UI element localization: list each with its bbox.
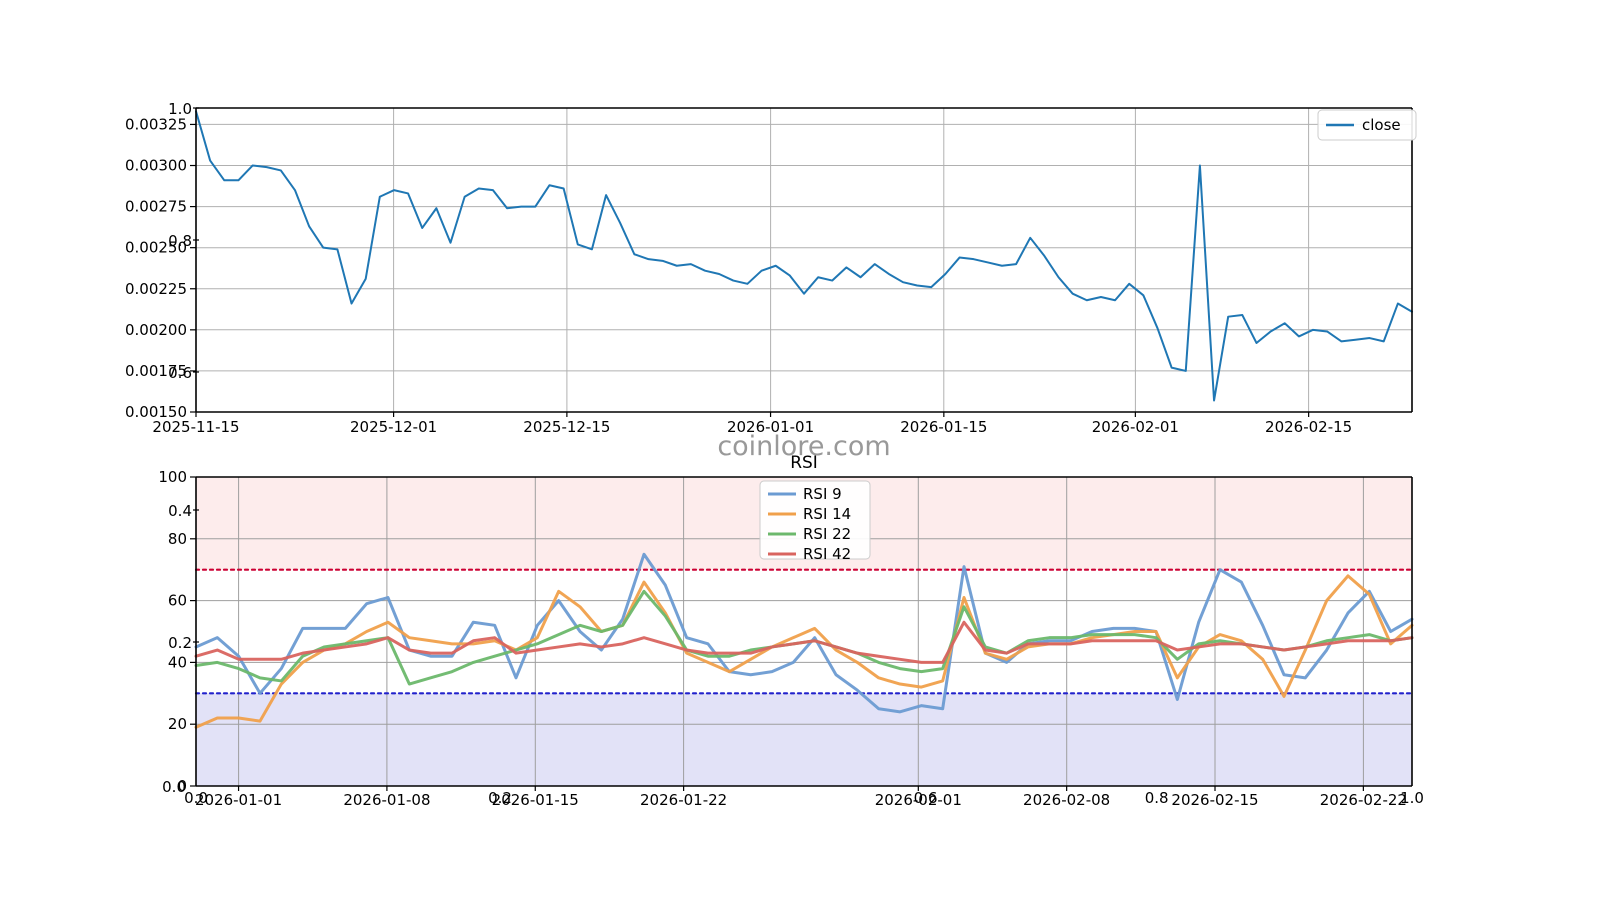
rsi-x-tick-label: 2026-02-08 bbox=[1023, 791, 1110, 809]
rsi-y-tick-label-overlay: 0.4 bbox=[168, 502, 192, 520]
price-y-tick-label-overlay: 0.6 bbox=[168, 364, 192, 382]
price-x-tick-label: 2025-12-01 bbox=[350, 418, 437, 436]
rsi-y-tick-label: 60 bbox=[168, 592, 187, 610]
price-y-tick-label: 0.00150 bbox=[125, 403, 187, 421]
price-y-tick-label: 0.00200 bbox=[125, 321, 187, 339]
rsi-chart-title: RSI bbox=[790, 453, 818, 473]
rsi-legend-label-rsi9: RSI 9 bbox=[803, 485, 842, 503]
rsi-legend-label-rsi14: RSI 14 bbox=[803, 505, 851, 523]
rsi-legend-label-rsi42: RSI 42 bbox=[803, 545, 851, 563]
rsi-x-tick-label-overlay: 0.8 bbox=[1145, 789, 1169, 807]
rsi-x-tick-label: 2026-01-22 bbox=[640, 791, 727, 809]
price-y-tick-label: 0.00250 bbox=[125, 239, 187, 257]
price-y-tick-label: 0.00275 bbox=[125, 198, 187, 216]
rsi-oversold-band bbox=[196, 693, 1412, 786]
rsi-x-tick-label: 2026-01-15 bbox=[492, 791, 579, 809]
rsi-x-tick-label-overlay: 0.0 bbox=[184, 789, 208, 807]
rsi-x-tick-labels-overlay: 0.0 0.2 0.6 0.8 1.0 0.0 bbox=[162, 778, 1424, 807]
price-legend[interactable]: close bbox=[1317, 109, 1417, 141]
rsi-line-rsi9 bbox=[194, 552, 1414, 714]
price-y-tick-labels: 0.00150 0.00175 0.00200 0.00225 0.00250 0.002… bbox=[125, 115, 196, 421]
rsi-y-tick-label: 0 bbox=[177, 777, 187, 795]
price-legend-label-close: close bbox=[1362, 116, 1401, 134]
coinlore-watermark: coinlore.com bbox=[717, 431, 890, 462]
price-y-tick-label: 0.00300 bbox=[125, 157, 187, 175]
price-y-tick-label: 0.00225 bbox=[125, 280, 187, 298]
rsi-legend-box bbox=[759, 480, 871, 560]
rsi-y-tick-label-overlay: 0.2 bbox=[168, 634, 192, 652]
rsi-legend[interactable]: RSI 9 RSI 14 RSI 22 RSI 42 bbox=[759, 480, 871, 563]
rsi-y-tick-labels: 0 20 40 60 80 100 bbox=[158, 468, 196, 795]
rsi-y-tick-label: 80 bbox=[168, 530, 187, 548]
price-plot-background bbox=[196, 108, 1412, 412]
price-y-tick-label-overlay: 0.8 bbox=[168, 232, 192, 250]
rsi-y-tick-labels-overlay: 0.4 0.2 bbox=[168, 502, 199, 652]
rsi-series-lines bbox=[194, 552, 1414, 729]
rsi-gridlines bbox=[196, 476, 1412, 787]
price-y-tick-label: 0.00175 bbox=[125, 362, 187, 380]
price-chart: 0.00150 0.00175 0.00200 0.00225 0.00250 0.002… bbox=[125, 100, 1417, 436]
rsi-origin-tick-overlay: 0.0 bbox=[162, 778, 186, 796]
rsi-line-rsi42 bbox=[194, 620, 1414, 664]
rsi-y-tick-label: 40 bbox=[168, 653, 187, 671]
price-gridlines bbox=[196, 108, 1412, 413]
price-close-polyline bbox=[195, 110, 1413, 402]
rsi-legend-label-rsi22: RSI 22 bbox=[803, 525, 851, 543]
rsi-x-tick-label-overlay: 0.6 bbox=[914, 789, 938, 807]
price-x-tick-label: 2026-02-15 bbox=[1265, 418, 1352, 436]
price-legend-box bbox=[1317, 109, 1417, 141]
rsi-x-tick-label-overlay: 1.0 bbox=[1400, 789, 1424, 807]
rsi-y-tick-label: 100 bbox=[158, 468, 187, 486]
price-x-tick-labels: 2025-11-15 2025-12-01 2025-12-15 2026-01-01… bbox=[152, 412, 1352, 436]
rsi-x-tick-labels: 2026-01-01 2026-01-08 2026-01-15 2026-01-22… bbox=[195, 786, 1407, 809]
price-x-tick-label: 2026-01-15 bbox=[900, 418, 987, 436]
rsi-y-tick-label: 20 bbox=[168, 715, 187, 733]
price-x-tick-label: 2026-01-01 bbox=[727, 418, 814, 436]
price-x-tick-label: 2026-02-01 bbox=[1092, 418, 1179, 436]
price-x-tick-label: 2025-11-15 bbox=[152, 418, 239, 436]
rsi-x-tick-label: 2026-02-22 bbox=[1320, 791, 1407, 809]
price-y-tick-label-overlay: 1.0 bbox=[168, 100, 192, 118]
price-y-tick-label: 0.00325 bbox=[125, 115, 187, 133]
rsi-x-tick-label: 2026-01-01 bbox=[195, 791, 282, 809]
rsi-line-rsi14 bbox=[194, 574, 1414, 729]
price-close-line bbox=[195, 110, 1413, 402]
rsi-x-tick-label-overlay: 0.2 bbox=[488, 789, 512, 807]
rsi-x-tick-label: 2026-01-08 bbox=[343, 791, 430, 809]
price-x-tick-label: 2025-12-15 bbox=[523, 418, 610, 436]
price-y-tick-labels-overlay: 1.0 0.8 0.6 bbox=[168, 100, 199, 382]
rsi-x-tick-label: 2026-02-15 bbox=[1171, 791, 1258, 809]
rsi-chart: 0 20 40 60 80 100 0.4 0.2 2026-01-01 2026-01-08… bbox=[158, 453, 1424, 809]
rsi-x-tick-label: 2026-02-01 bbox=[875, 791, 962, 809]
